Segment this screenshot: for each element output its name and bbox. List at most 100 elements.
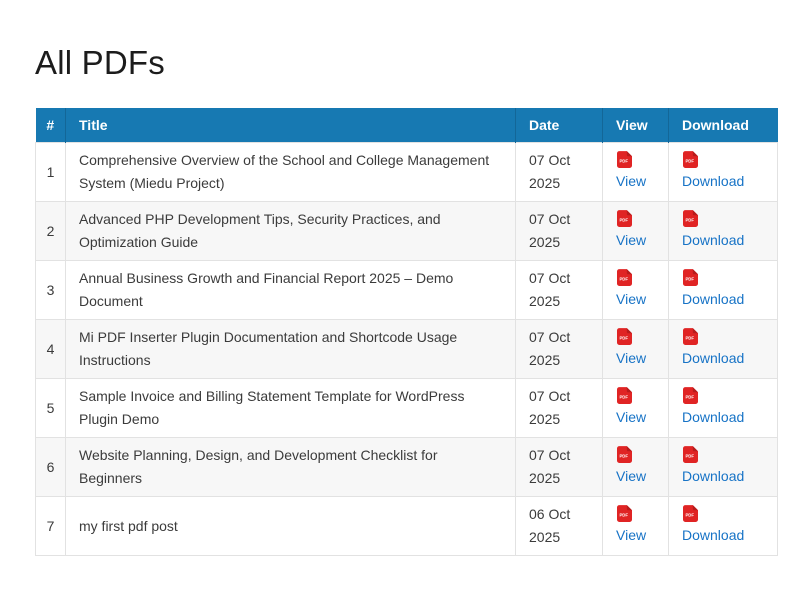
- svg-text:PDF: PDF: [619, 513, 628, 518]
- pdf-title-cell: Comprehensive Overview of the School and…: [65, 142, 516, 202]
- pdf-date: 07 Oct 2025: [529, 152, 571, 191]
- row-number: 6: [46, 458, 55, 475]
- download-link-label: Download: [682, 468, 745, 484]
- pdf-date-cell: 07 Oct 2025: [515, 378, 603, 438]
- pdf-view-cell: PDF View: [602, 496, 669, 556]
- pdf-title: Annual Business Growth and Financial Rep…: [79, 270, 454, 309]
- pdf-file-icon: PDF: [617, 328, 632, 345]
- row-number-cell: 1: [35, 142, 66, 202]
- table-row: 7 my first pdf post 06 Oct 2025 PDF View: [35, 496, 778, 556]
- pdf-title-cell: Mi PDF Inserter Plugin Documentation and…: [65, 319, 516, 379]
- pdf-date-cell: 07 Oct 2025: [515, 142, 603, 202]
- row-number-cell: 2: [35, 201, 66, 261]
- column-header-title: Title: [65, 108, 516, 143]
- pdf-download-cell: PDF Download: [668, 496, 778, 556]
- row-number: 2: [46, 222, 55, 239]
- pdf-download-link[interactable]: PDF Download: [682, 151, 744, 191]
- svg-text:PDF: PDF: [685, 336, 694, 341]
- pdf-view-link[interactable]: PDF View: [616, 269, 646, 309]
- pdf-download-cell: PDF Download: [668, 437, 778, 497]
- pdf-file-icon: PDF: [617, 446, 632, 463]
- row-number-cell: 3: [35, 260, 66, 320]
- pdf-view-link[interactable]: PDF View: [616, 151, 646, 191]
- pdf-view-link[interactable]: PDF View: [616, 387, 646, 427]
- pdf-view-cell: PDF View: [602, 437, 669, 497]
- table-row: 4 Mi PDF Inserter Plugin Documentation a…: [35, 319, 778, 379]
- pdf-date: 06 Oct 2025: [529, 506, 571, 545]
- pdf-title: Website Planning, Design, and Developmen…: [79, 447, 438, 486]
- view-link-label: View: [616, 468, 647, 484]
- pdf-download-link[interactable]: PDF Download: [682, 505, 744, 545]
- svg-text:PDF: PDF: [619, 159, 628, 164]
- table-row: 2 Advanced PHP Development Tips, Securit…: [35, 201, 778, 261]
- pdf-file-icon: PDF: [683, 446, 698, 463]
- pdf-date-cell: 07 Oct 2025: [515, 319, 603, 379]
- row-number: 7: [46, 517, 55, 534]
- pdf-download-link[interactable]: PDF Download: [682, 446, 744, 486]
- column-header-date: Date: [515, 108, 603, 143]
- pdf-date-cell: 07 Oct 2025: [515, 260, 603, 320]
- pdf-view-cell: PDF View: [602, 260, 669, 320]
- pdf-download-link[interactable]: PDF Download: [682, 210, 744, 250]
- download-link-label: Download: [682, 232, 745, 248]
- pdf-file-icon: PDF: [683, 387, 698, 404]
- pdf-date: 07 Oct 2025: [529, 329, 571, 368]
- row-number: 4: [46, 340, 55, 357]
- pdf-view-link[interactable]: PDF View: [616, 446, 646, 486]
- table-header-row: # Title Date View Download: [35, 108, 778, 143]
- pdf-download-link[interactable]: PDF Download: [682, 269, 744, 309]
- pdf-view-link[interactable]: PDF View: [616, 210, 646, 250]
- pdf-download-cell: PDF Download: [668, 260, 778, 320]
- svg-text:PDF: PDF: [685, 159, 694, 164]
- pdf-title-cell: Annual Business Growth and Financial Rep…: [65, 260, 516, 320]
- pdf-download-link[interactable]: PDF Download: [682, 387, 744, 427]
- download-link-label: Download: [682, 173, 745, 189]
- table-row: 5 Sample Invoice and Billing Statement T…: [35, 378, 778, 438]
- pdf-date: 07 Oct 2025: [529, 447, 571, 486]
- row-number-cell: 5: [35, 378, 66, 438]
- column-header-download: Download: [668, 108, 778, 143]
- svg-text:PDF: PDF: [619, 336, 628, 341]
- pdf-file-icon: PDF: [683, 328, 698, 345]
- pdf-file-icon: PDF: [617, 210, 632, 227]
- column-header-number: #: [35, 108, 66, 143]
- pdf-view-link[interactable]: PDF View: [616, 328, 646, 368]
- pdf-date: 07 Oct 2025: [529, 388, 571, 427]
- row-number-cell: 6: [35, 437, 66, 497]
- pdf-date-cell: 06 Oct 2025: [515, 496, 603, 556]
- pdf-table-body: 1 Comprehensive Overview of the School a…: [35, 142, 778, 556]
- view-link-label: View: [616, 173, 647, 189]
- pdf-title: Sample Invoice and Billing Statement Tem…: [79, 388, 465, 427]
- svg-text:PDF: PDF: [685, 454, 694, 459]
- pdf-download-link[interactable]: PDF Download: [682, 328, 744, 368]
- pdf-view-cell: PDF View: [602, 201, 669, 261]
- pdf-date: 07 Oct 2025: [529, 270, 571, 309]
- pdf-file-icon: PDF: [617, 387, 632, 404]
- pdf-download-cell: PDF Download: [668, 319, 778, 379]
- svg-text:PDF: PDF: [619, 218, 628, 223]
- row-number: 1: [46, 163, 55, 180]
- pdf-file-icon: PDF: [683, 151, 698, 168]
- download-link-label: Download: [682, 527, 745, 543]
- svg-text:PDF: PDF: [685, 395, 694, 400]
- pdf-file-icon: PDF: [617, 505, 632, 522]
- svg-text:PDF: PDF: [619, 395, 628, 400]
- download-link-label: Download: [682, 409, 745, 425]
- download-link-label: Download: [682, 350, 745, 366]
- column-header-view: View: [602, 108, 669, 143]
- table-row: 6 Website Planning, Design, and Developm…: [35, 437, 778, 497]
- pdf-title-cell: my first pdf post: [65, 496, 516, 556]
- row-number-cell: 4: [35, 319, 66, 379]
- pdf-title: Advanced PHP Development Tips, Security …: [79, 211, 441, 250]
- pdf-title: my first pdf post: [79, 517, 178, 534]
- pdf-title: Comprehensive Overview of the School and…: [79, 152, 490, 191]
- download-link-label: Download: [682, 291, 745, 307]
- table-row: 1 Comprehensive Overview of the School a…: [35, 142, 778, 202]
- pdf-download-cell: PDF Download: [668, 378, 778, 438]
- pdf-view-cell: PDF View: [602, 142, 669, 202]
- svg-text:PDF: PDF: [619, 454, 628, 459]
- pdf-download-cell: PDF Download: [668, 142, 778, 202]
- svg-text:PDF: PDF: [619, 277, 628, 282]
- pdf-file-icon: PDF: [617, 151, 632, 168]
- pdf-view-link[interactable]: PDF View: [616, 505, 646, 545]
